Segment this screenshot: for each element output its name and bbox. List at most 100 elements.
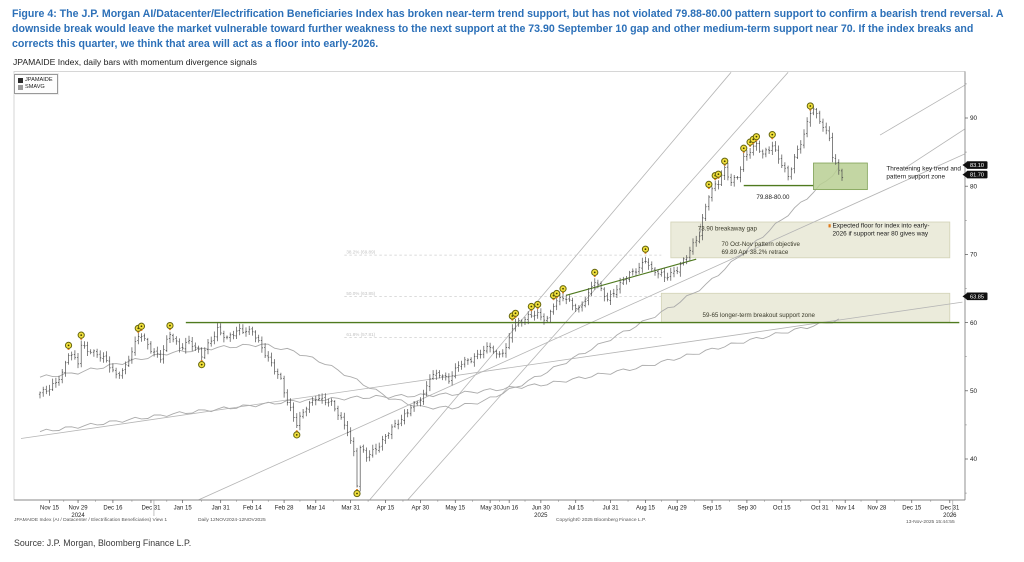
x-tick-label: Sep 30: [737, 506, 757, 512]
trendline-2: [198, 153, 965, 500]
legend-item-jpamaide: JPAMAIDE: [18, 77, 53, 84]
legend-label: SMAVG: [25, 83, 45, 90]
price-tag: [966, 170, 988, 179]
signal-center-icon: [555, 292, 558, 295]
y-tick-label: 70: [970, 252, 978, 259]
x-tick-label: Dec 16: [103, 506, 123, 512]
fib-label-1: 50.0% (63.85): [346, 291, 375, 296]
fib-label-2: 61.8% (57.81): [346, 332, 375, 337]
annotation-gap-label: 73.90 breakaway gap: [698, 225, 758, 232]
x-tick-label: Feb 14: [243, 506, 262, 512]
x-year-label: 2024: [71, 513, 85, 519]
y-tick-label: 40: [970, 456, 978, 463]
price-tag-value: 81.70: [970, 173, 984, 179]
x-year-label: 2025: [534, 513, 548, 519]
x-tick-label: Dec 31: [141, 506, 161, 512]
y-tick-label: 90: [970, 115, 978, 122]
plot-area: 38.2% (69.89) 50.0% (63.85) 61.8% (57.81): [20, 72, 965, 500]
x-tick-label: Mar 31: [341, 506, 360, 512]
x-tick-label: Sep 15: [703, 506, 723, 512]
signal-center-icon: [562, 287, 564, 290]
price-tag-arrow-icon: [962, 162, 967, 168]
bloomberg-footer-left: JPAMAIDE Index (AI / Datacenter / Electr…: [14, 518, 168, 523]
chart-legend: JPAMAIDE SMAVG: [14, 74, 58, 94]
price-tag: [966, 161, 988, 169]
signal-center-icon: [140, 325, 143, 328]
signal-center-icon: [67, 344, 70, 347]
x-tick-label: Jan 15: [174, 506, 193, 512]
signal-center-icon: [809, 105, 812, 107]
bloomberg-footer-copyright: Copyright© 2025 Bloomberg Finance L.P.: [556, 518, 646, 523]
sma-fast-line: [39, 166, 840, 410]
signal-center-icon: [742, 147, 745, 150]
legend-label: JPAMAIDE: [25, 77, 53, 83]
plot-frame: [13, 71, 966, 501]
signal-center-icon: [356, 492, 358, 495]
signal-center-icon: [771, 133, 774, 136]
x-tick-label: Nov 28: [867, 506, 887, 512]
annotation-pattern-range-label: 79.88-80.00: [756, 194, 790, 201]
pattern-neckline: [566, 258, 697, 296]
x-tick-label: Jun 16: [500, 506, 519, 512]
annotation-breakout-zone-label: 59-65 longer-term breakout support zone: [703, 312, 816, 319]
x-tick-label: Apr 15: [377, 506, 395, 512]
legend-item-smavg: SMAVG: [18, 84, 53, 91]
trendline-3: [20, 301, 963, 439]
signal-center-icon: [536, 303, 539, 306]
annotation-marker-icon: [828, 224, 831, 228]
price-tag-value: 83.10: [970, 163, 984, 169]
signal-center-icon: [200, 363, 203, 366]
signal-center-icon: [717, 173, 720, 176]
signal-center-icon: [723, 160, 726, 163]
x-tick-label: Oct 15: [773, 506, 791, 512]
x-tick-label: Nov 14: [836, 506, 856, 512]
bloomberg-footer-timestamp: 13-Nov-2025 15:44:55: [906, 520, 955, 525]
x-tick-label: Dec 31: [940, 506, 960, 512]
y-tick-label: 80: [970, 183, 978, 190]
x-tick-label: May 30: [480, 506, 500, 512]
legend-swatch-icon: [18, 84, 23, 90]
annotation-expected-floor-note: 2026 if support near 80 gives way: [833, 231, 929, 238]
signal-center-icon: [755, 135, 758, 138]
x-tick-label: May 15: [445, 506, 465, 512]
annotation-threatening-note: Threatening key trend and: [886, 165, 961, 172]
x-tick-label: Jun 30: [532, 506, 551, 512]
legend-swatch-icon: [18, 77, 23, 83]
x-tick-label: Jul 15: [568, 506, 585, 512]
x-tick-label: Jan 31: [212, 506, 231, 512]
signal-center-icon: [295, 433, 298, 436]
source-line: Source: J.P. Morgan, Bloomberg Finance L…: [14, 538, 192, 548]
x-tick-label: Feb 28: [275, 506, 294, 512]
y-tick-label: 60: [970, 320, 978, 327]
chart-subtitle: JPAMAIDE Index, daily bars with momentum…: [13, 57, 257, 67]
x-tick-label: Dec 15: [902, 506, 922, 512]
signal-center-icon: [514, 312, 517, 315]
signal-center-icon: [80, 334, 83, 337]
annotation-objective-label: 70 Oct-Nov pattern objective: [722, 241, 801, 248]
y-tick-label: 50: [970, 388, 978, 395]
bloomberg-footer-range: Daily 12NOV2024-12NOV2025: [198, 518, 266, 523]
x-tick-label: Nov 15: [40, 506, 60, 512]
annotation-expected-floor-note: Expected floor for index into early-: [833, 223, 930, 230]
x-year-label: 2026: [943, 513, 957, 519]
zone-key-support-box: [813, 162, 868, 191]
x-tick-label: Aug 29: [668, 506, 688, 512]
trendline-4: [879, 84, 965, 136]
x-tick-label: Mar 14: [306, 506, 325, 512]
annotation-objective-label: 69.89 Apr 38.2% retrace: [722, 249, 789, 256]
signal-center-icon: [644, 248, 647, 251]
signal-center-icon: [169, 324, 171, 327]
zone-expected-floor-band: [670, 221, 951, 259]
sma-slow-line: [39, 318, 840, 433]
price-bars: [38, 106, 844, 492]
x-tick-label: Jul 31: [603, 506, 620, 512]
signal-center-icon: [707, 183, 710, 186]
x-tick-label: Apr 30: [412, 506, 430, 512]
trendline-5: [905, 128, 965, 169]
annotation-threatening-note: pattern support zone: [886, 173, 945, 180]
price-tag-value: 63.85: [970, 294, 984, 300]
price-tag: [966, 292, 988, 301]
